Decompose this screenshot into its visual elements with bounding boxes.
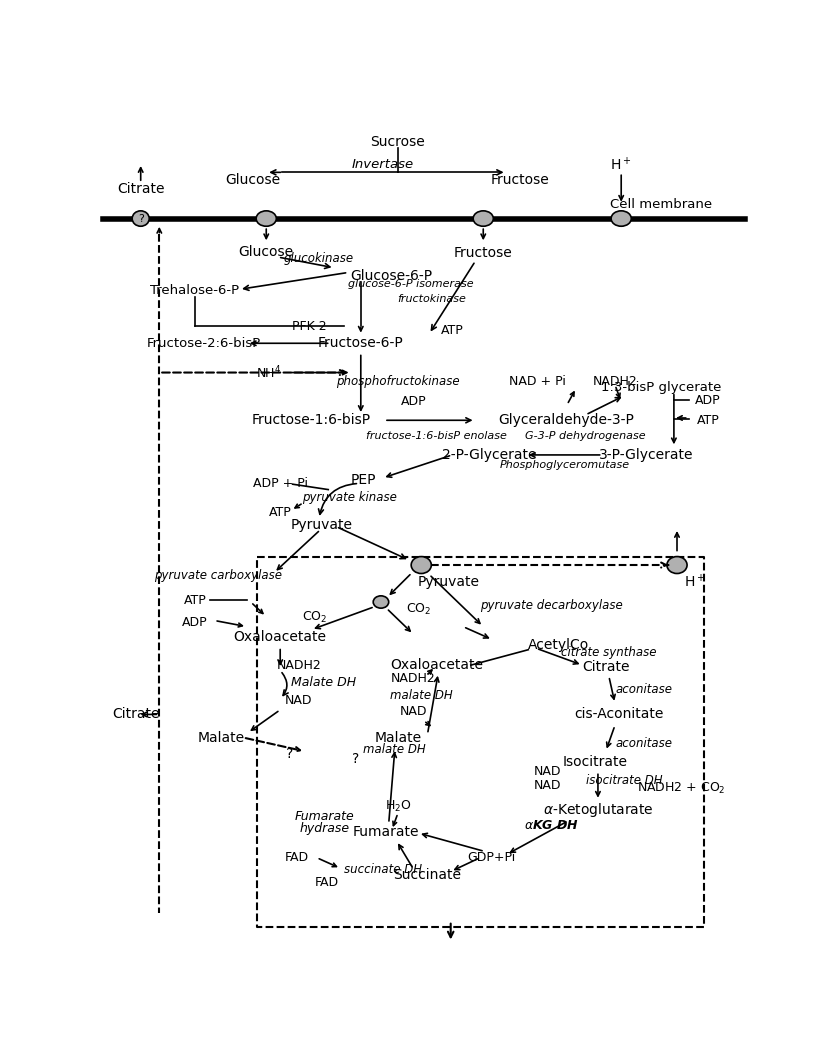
Text: Oxaloacetate: Oxaloacetate [390,659,483,672]
Text: NAD + Pi: NAD + Pi [509,376,565,388]
Text: Fumarate: Fumarate [352,826,419,839]
Text: ADP: ADP [182,615,208,629]
Text: PEP: PEP [350,473,375,487]
Text: NADH2: NADH2 [276,659,321,671]
Text: H$^+$: H$^+$ [683,573,705,591]
Text: cis-Aconitate: cis-Aconitate [573,708,662,721]
Text: 2-P-Glycerate: 2-P-Glycerate [442,448,536,462]
Text: ATP: ATP [696,414,719,427]
Text: hydrase: hydrase [299,821,349,835]
Text: H$_2$O: H$_2$O [385,799,411,814]
Ellipse shape [256,211,276,227]
Text: ADP: ADP [400,395,426,408]
Text: Sucrose: Sucrose [370,134,425,149]
Text: Malate DH: Malate DH [291,676,356,688]
Text: $\alpha$-Ketoglutarate: $\alpha$-Ketoglutarate [542,801,653,819]
Text: Fructose: Fructose [490,173,549,187]
Ellipse shape [472,211,493,227]
Text: citrate synthase: citrate synthase [561,646,656,660]
Text: Fructose-1:6-bisP: Fructose-1:6-bisP [251,413,370,428]
Text: Oxaloacetate: Oxaloacetate [233,630,327,645]
Text: Glucose: Glucose [225,173,280,187]
Text: ?: ? [351,752,359,766]
Ellipse shape [373,596,388,609]
Ellipse shape [610,211,630,227]
Text: ATP: ATP [269,506,291,519]
Text: FAD: FAD [284,851,309,864]
Text: Invertase: Invertase [351,159,413,171]
Text: Phosphoglyceromutase: Phosphoglyceromutase [499,460,629,470]
Text: malate DH: malate DH [363,744,425,757]
Text: NH$^4$: NH$^4$ [256,364,281,381]
Text: Citrate: Citrate [112,708,160,721]
Text: pyruvate decarboxylase: pyruvate decarboxylase [480,599,622,612]
Text: NADH2: NADH2 [592,376,637,388]
Text: NADH2 + CO$_2$: NADH2 + CO$_2$ [636,781,724,796]
Text: ADP + Pi: ADP + Pi [252,477,308,489]
Text: fructokinase: fructokinase [397,294,466,303]
Text: Pyruvate: Pyruvate [417,575,479,589]
Text: pyruvate kinase: pyruvate kinase [302,491,397,503]
Text: ATP: ATP [184,594,206,606]
Text: $\alpha$KG DH: $\alpha$KG DH [523,819,578,832]
Text: Trehalose-6-P: Trehalose-6-P [151,284,239,298]
Text: NAD: NAD [533,765,561,778]
Text: aconitase: aconitase [615,737,672,750]
Text: Isocitrate: Isocitrate [562,755,628,769]
Text: Fructose-6-P: Fructose-6-P [318,336,404,350]
Ellipse shape [666,556,686,573]
Text: NAD: NAD [533,779,561,792]
Text: NADH2: NADH2 [390,671,435,685]
Text: Pyruvate: Pyruvate [291,518,352,532]
Text: Glyceraldehyde-3-P: Glyceraldehyde-3-P [498,413,633,428]
Text: Citrate: Citrate [117,182,165,196]
Text: Cell membrane: Cell membrane [609,198,712,211]
Text: malate DH: malate DH [390,689,452,702]
Text: 3-P-Glycerate: 3-P-Glycerate [598,448,692,462]
Text: aconitase: aconitase [615,683,672,696]
Text: GDP+Pi: GDP+Pi [466,851,514,864]
Text: fructose-1:6-bisP enolase: fructose-1:6-bisP enolase [366,431,507,440]
Text: Fructose-2:6-bisP: Fructose-2:6-bisP [147,337,261,350]
Text: H$^+$: H$^+$ [609,156,631,173]
Text: PFK 2: PFK 2 [291,320,326,333]
Text: succinate DH: succinate DH [343,863,422,876]
Text: ?: ? [285,747,293,762]
Text: Malate: Malate [374,731,421,745]
Text: NAD: NAD [284,694,312,708]
Text: pyruvate carboxylase: pyruvate carboxylase [154,569,282,582]
Text: Glucose-6-P: Glucose-6-P [350,268,432,283]
Text: G-3-P dehydrogenase: G-3-P dehydrogenase [524,431,645,440]
Text: Fructose: Fructose [453,246,512,261]
Text: isocitrate DH: isocitrate DH [586,775,662,787]
Text: CO$_2$: CO$_2$ [406,602,431,617]
Text: Malate: Malate [198,731,245,745]
Text: ADP: ADP [695,394,720,406]
Ellipse shape [132,211,149,227]
Text: ?: ? [137,214,143,223]
Text: NAD: NAD [399,704,427,718]
Text: glucokinase: glucokinase [284,252,354,265]
Text: Succinate: Succinate [393,867,461,882]
Text: glucose-6-P isomerase: glucose-6-P isomerase [348,279,473,289]
Text: 1:3-bisP glycerate: 1:3-bisP glycerate [600,381,721,395]
Text: Citrate: Citrate [581,660,629,674]
Text: ATP: ATP [440,325,463,337]
Text: Glucose: Glucose [238,246,294,260]
Text: phosphofructokinase: phosphofructokinase [336,376,459,388]
Ellipse shape [411,556,431,573]
Text: CO$_2$: CO$_2$ [301,610,327,625]
Text: Fumarate: Fumarate [294,811,354,824]
Text: AcetylCo: AcetylCo [528,638,589,652]
Text: FAD: FAD [314,876,338,888]
